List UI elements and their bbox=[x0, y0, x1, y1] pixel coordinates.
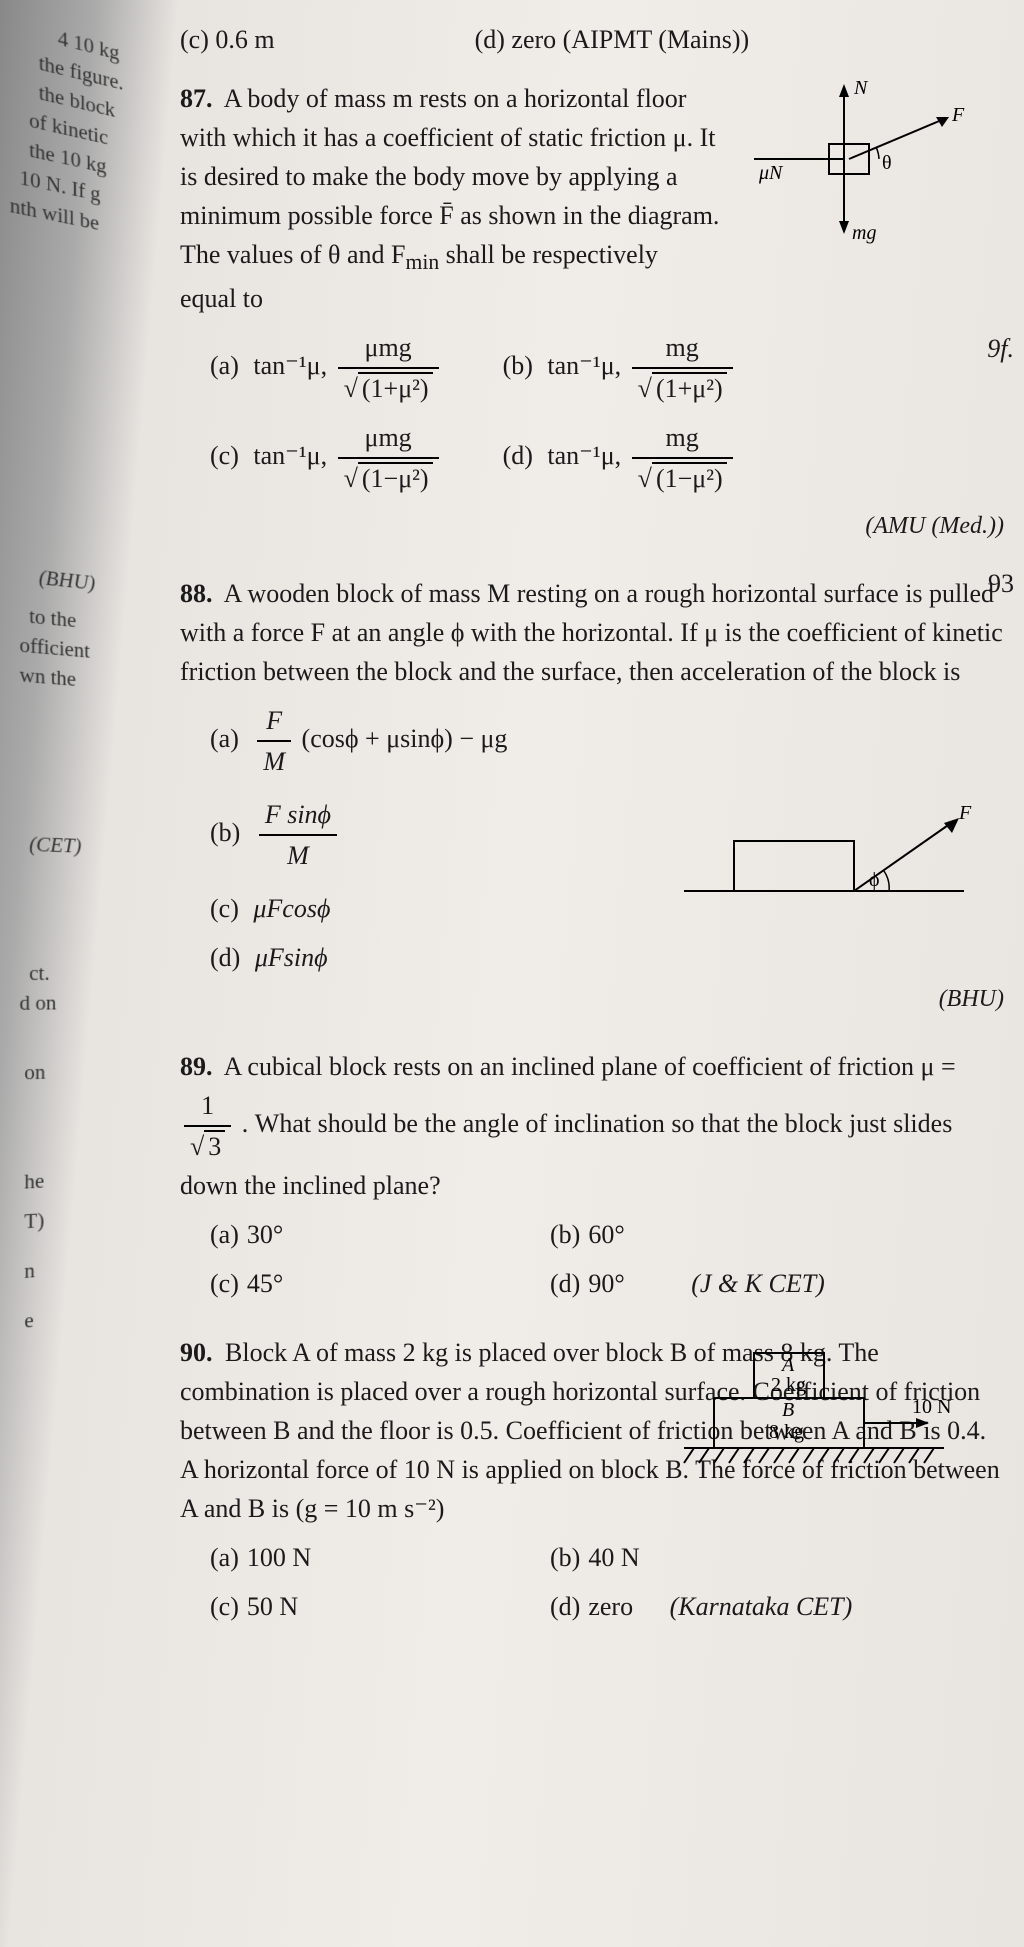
question-text: A wooden block of mass M resting on a ro… bbox=[180, 579, 1003, 686]
diagram-87: N μN F θ mg bbox=[714, 69, 974, 249]
diagram-90: A 2 kg B 8 kg 10 N bbox=[664, 1333, 964, 1493]
scribble: 9f. bbox=[987, 329, 1014, 368]
question-number: 89. bbox=[180, 1052, 213, 1081]
margin-text: e bbox=[24, 1307, 33, 1334]
margin-text: he bbox=[24, 1168, 44, 1195]
svg-text:mg: mg bbox=[852, 222, 876, 244]
scribble: 93 bbox=[988, 564, 1014, 603]
option-d: (d) zero (AIPMT (Mains)) bbox=[475, 20, 750, 59]
svg-text:ϕ: ϕ bbox=[869, 869, 880, 891]
question-88: 93 88. A wooden block of mass M resting … bbox=[180, 574, 1004, 1017]
margin-text: d on bbox=[19, 990, 56, 1016]
svg-text:μN: μN bbox=[758, 162, 784, 184]
left-margin: 4 10 kg the figure. the block of kinetic… bbox=[0, 0, 159, 1947]
margin-text: n bbox=[24, 1257, 35, 1284]
content: (c) 0.6 m (d) zero (AIPMT (Mains)) 9f. N… bbox=[180, 20, 1004, 1626]
option-c: (c)45° bbox=[210, 1264, 490, 1303]
option-a: (a)30° bbox=[210, 1215, 490, 1254]
question-text: A cubical block rests on an inclined pla… bbox=[224, 1052, 956, 1081]
margin-text: T) bbox=[24, 1207, 44, 1234]
option-a: (a) tan⁻¹μ, μmg(1+μ²) bbox=[210, 328, 443, 408]
margin-text: ct. bbox=[29, 960, 49, 986]
svg-text:A: A bbox=[780, 1354, 795, 1376]
margin-text: to the bbox=[29, 603, 76, 633]
svg-text:8 kg: 8 kg bbox=[769, 1421, 804, 1443]
question-text: . What should be the angle of inclinatio… bbox=[180, 1109, 952, 1200]
svg-text:10 N: 10 N bbox=[912, 1396, 951, 1418]
option-c: (c)50 N bbox=[210, 1587, 490, 1626]
options: (a)30° (b)60° (c)45° (d)90° (J & K CET) bbox=[210, 1215, 1004, 1303]
source: (Karnataka CET) bbox=[670, 1592, 853, 1621]
question-number: 90. bbox=[180, 1338, 213, 1367]
svg-text:N: N bbox=[853, 77, 869, 99]
prev-options: (c) 0.6 m (d) zero (AIPMT (Mains)) bbox=[180, 20, 1004, 59]
svg-text:θ: θ bbox=[882, 152, 892, 174]
question-87: 9f. N μN F θ mg bbox=[180, 79, 1004, 544]
options: (a) tan⁻¹μ, μmg(1+μ²) (b) tan⁻¹μ, mg(1+μ… bbox=[210, 328, 1004, 498]
question-90: A 2 kg B 8 kg 10 N bbox=[180, 1333, 1004, 1626]
margin-text: (BHU) bbox=[39, 564, 95, 596]
question-89: 89. A cubical block rests on an inclined… bbox=[180, 1047, 1004, 1303]
option-c: (c) 0.6 m bbox=[180, 20, 275, 59]
option-d: (d) tan⁻¹μ, mg(1−μ²) bbox=[503, 418, 737, 498]
option-d: (d)zero (Karnataka CET) bbox=[550, 1587, 852, 1626]
option-d: (d)90° (J & K CET) bbox=[550, 1264, 825, 1303]
option-b: (b)40 N bbox=[550, 1538, 640, 1577]
source: (BHU) bbox=[180, 981, 1004, 1017]
option-d: (d) μFsinϕ bbox=[210, 938, 1004, 977]
source: (AMU (Med.)) bbox=[180, 508, 1004, 544]
subscript: min bbox=[405, 250, 439, 274]
margin-text: officient bbox=[19, 632, 89, 664]
diagram-svg: F ϕ bbox=[674, 801, 974, 921]
options: F ϕ (a) FM (cosϕ + μsinϕ) − μg (b) F sin… bbox=[210, 701, 1004, 977]
svg-text:F: F bbox=[951, 104, 965, 126]
question-number: 88. bbox=[180, 579, 213, 608]
svg-text:F: F bbox=[958, 802, 972, 824]
option-b: (b)60° bbox=[550, 1215, 625, 1254]
option-a: (a)100 N bbox=[210, 1538, 490, 1577]
option-b: (b) tan⁻¹μ, mg(1+μ²) bbox=[503, 328, 737, 408]
option-a: (a) FM (cosϕ + μsinϕ) − μg bbox=[210, 701, 1004, 781]
svg-text:2 kg: 2 kg bbox=[771, 1374, 806, 1396]
diagram-88: F ϕ bbox=[674, 801, 974, 921]
margin-text: (CET) bbox=[29, 831, 81, 858]
question-number: 87. bbox=[180, 84, 213, 113]
diagram-svg: N μN F θ mg bbox=[714, 69, 974, 249]
margin-text: on bbox=[24, 1059, 45, 1085]
options: (a)100 N (b)40 N (c)50 N (d)zero (Karnat… bbox=[210, 1538, 1004, 1626]
svg-text:B: B bbox=[782, 1399, 794, 1421]
page: 4 10 kg the figure. the block of kinetic… bbox=[0, 0, 1024, 1947]
margin-text: wn the bbox=[19, 662, 76, 692]
source: (J & K CET) bbox=[691, 1269, 825, 1298]
option-c: (c) tan⁻¹μ, μmg(1−μ²) bbox=[210, 418, 443, 498]
diagram-svg: A 2 kg B 8 kg 10 N bbox=[664, 1333, 964, 1493]
